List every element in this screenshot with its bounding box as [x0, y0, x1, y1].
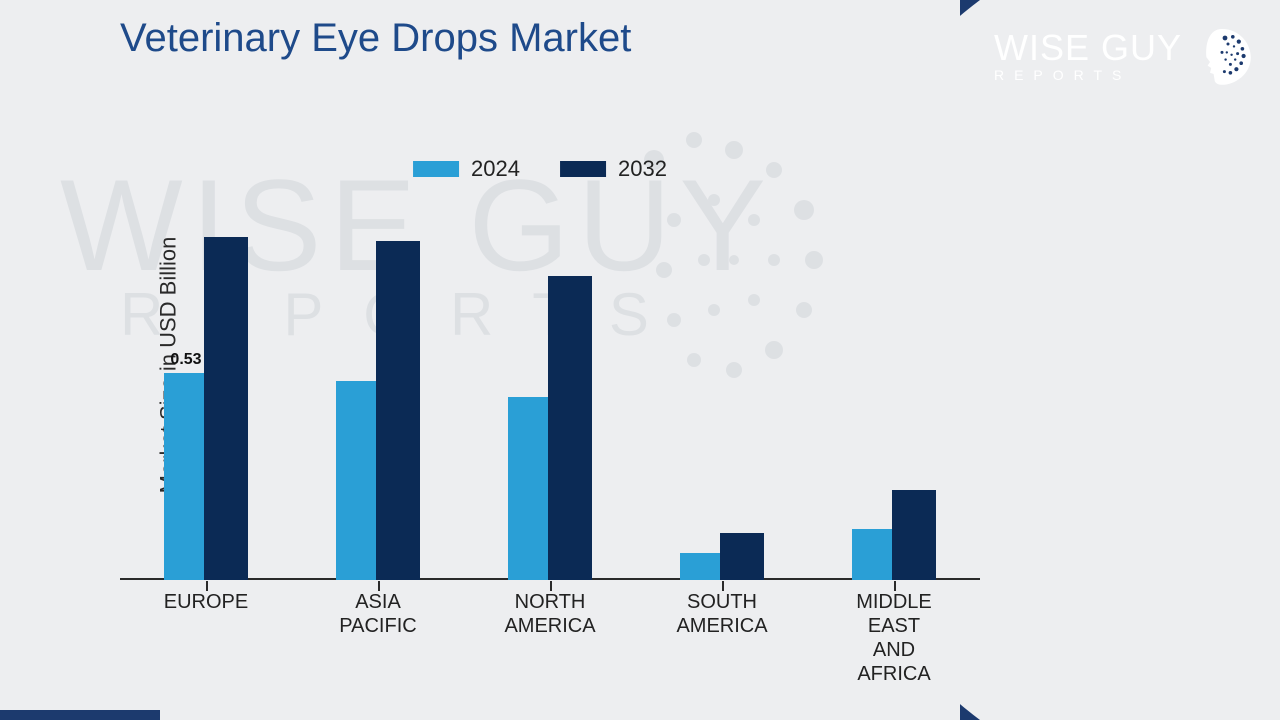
category-label: ASIAPACIFIC — [303, 590, 453, 686]
category-label: NORTHAMERICA — [475, 590, 625, 686]
legend-swatch-2024 — [413, 161, 459, 177]
bar-group — [647, 190, 797, 580]
bar-value-label: 0.53 — [170, 351, 201, 369]
bar-2032 — [548, 276, 592, 580]
category-label: MIDDLEEASTANDAFRICA — [819, 590, 969, 686]
legend-label-2032: 2032 — [618, 156, 667, 182]
brand-subtitle: REPORTS — [994, 68, 1182, 82]
bar-group — [303, 190, 453, 580]
brand-name: WISE GUY — [994, 30, 1182, 66]
bar-2024 — [508, 397, 552, 580]
chart-canvas: WISE GUY REPORTS Veterinary Eye Drops Ma… — [0, 0, 1280, 720]
legend-label-2024: 2024 — [471, 156, 520, 182]
bar-2024 — [852, 529, 896, 580]
bar-chart: Market Size in USD Billion 2024 2032 0.5… — [100, 150, 980, 580]
category-label: SOUTHAMERICA — [647, 590, 797, 686]
bottom-accent-bar — [0, 710, 160, 720]
bar-2032 — [892, 490, 936, 580]
bar-group: 0.53 — [131, 190, 281, 580]
legend-item-2024: 2024 — [413, 156, 520, 182]
bar-2032 — [376, 241, 420, 580]
bar-group — [819, 190, 969, 580]
bar-2032 — [204, 237, 248, 580]
chart-title: Veterinary Eye Drops Market — [120, 16, 631, 61]
legend-swatch-2032 — [560, 161, 606, 177]
bar-groups: 0.53 — [120, 190, 980, 580]
category-labels: EUROPEASIAPACIFICNORTHAMERICASOUTHAMERIC… — [120, 582, 980, 686]
brand-logo: WISE GUY REPORTS — [994, 26, 1252, 86]
bar-2032 — [720, 533, 764, 580]
brand-head-icon — [1192, 26, 1252, 86]
plot-area: 0.53 — [120, 190, 980, 580]
legend: 2024 2032 — [413, 156, 667, 182]
bar-2024 — [336, 381, 380, 580]
category-label: EUROPE — [131, 590, 281, 686]
bar-2024 — [680, 553, 724, 580]
bar-group — [475, 190, 625, 580]
bar-2024: 0.53 — [164, 373, 208, 580]
legend-item-2032: 2032 — [560, 156, 667, 182]
